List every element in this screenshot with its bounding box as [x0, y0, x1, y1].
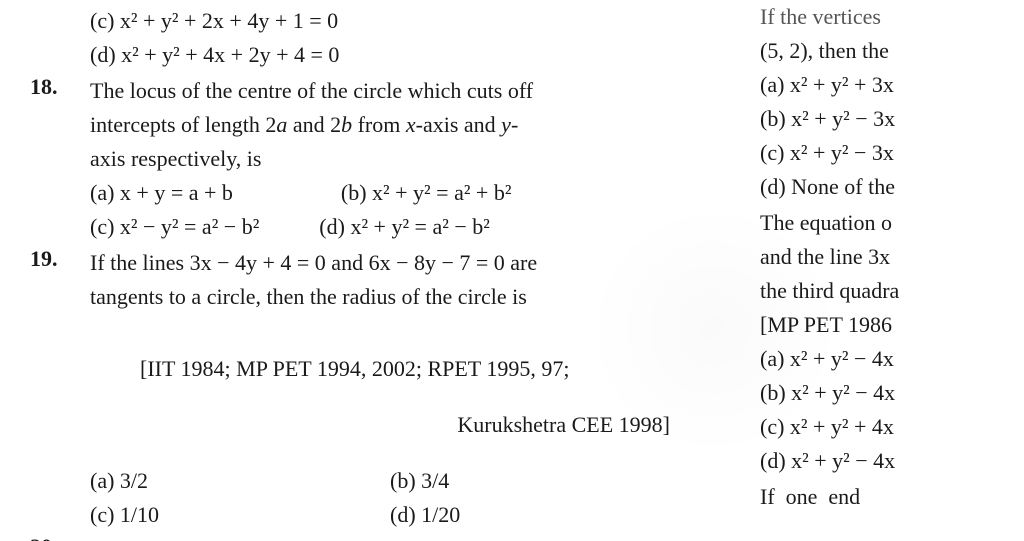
q19-option-c: (c) 1/10 — [90, 498, 330, 532]
q19-number: 19. — [30, 246, 58, 272]
q20-line1: If the radius of the circle x² + y² − 18… — [90, 534, 710, 541]
q19-options-row1: (a) 3/2 (b) 3/4 — [90, 464, 710, 498]
q26-option-d: (d) None of the — [760, 170, 1024, 204]
q18-options-row2: (c) x² − y² = a² − b² (d) x² + y² = a² −… — [90, 210, 710, 244]
q18-options-row1: (a) x + y = a + b (b) x² + y² = a² + b² — [90, 176, 710, 210]
q17-option-c: (c) x² + y² + 2x + 4y + 1 = 0 — [90, 4, 710, 38]
q27-source: [MP PET 1986 — [760, 308, 1024, 342]
q26-line1: If the vertices — [760, 0, 1024, 34]
q17-option-d: (d) x² + y² + 4x + 2y + 4 = 0 — [90, 38, 710, 72]
right-column: 26. If the vertices (5, 2), then the (a)… — [760, 0, 1024, 514]
q26-line2: (5, 2), then the — [760, 34, 1024, 68]
q28-line1: If one end — [760, 480, 1024, 514]
q18-line2: intercepts of length 2a and 2b from x-ax… — [90, 108, 710, 142]
q26-option-a: (a) x² + y² + 3x — [760, 68, 1024, 102]
q26-option-b: (b) x² + y² − 3x — [760, 102, 1024, 136]
q18-line1: The locus of the centre of the circle wh… — [90, 74, 710, 108]
page: (c) x² + y² + 2x + 4y + 1 = 0 (d) x² + y… — [0, 0, 1024, 541]
left-column: (c) x² + y² + 2x + 4y + 1 = 0 (d) x² + y… — [90, 0, 710, 541]
q27-line2: and the line 3x — [760, 240, 1024, 274]
q18-option-a: (a) x + y = a + b — [90, 176, 233, 210]
q19-line1: If the lines 3x − 4y + 4 = 0 and 6x − 8y… — [90, 246, 710, 280]
q26-option-c: (c) x² + y² − 3x — [760, 136, 1024, 170]
q27-option-b: (b) x² + y² − 4x — [760, 376, 1024, 410]
q19-options-row2: (c) 1/10 (d) 1/20 — [90, 498, 710, 532]
q18-number: 18. — [30, 74, 58, 100]
q27-option-a: (a) x² + y² − 4x — [760, 342, 1024, 376]
q19-line2: tangents to a circle, then the radius of… — [90, 280, 710, 314]
q27-option-d: (d) x² + y² − 4x — [760, 444, 1024, 478]
q27-line1: The equation o — [760, 206, 1024, 240]
q18-line3: axis respectively, is — [90, 142, 710, 176]
q19-option-b: (b) 3/4 — [390, 464, 449, 498]
q27-line3: the third quadra — [760, 274, 1024, 308]
q20-number: 20. — [30, 534, 58, 541]
q27-option-c: (c) x² + y² + 4x — [760, 410, 1024, 444]
q19-source-1: [IIT 1984; MP PET 1994, 2002; RPET 1995,… — [90, 352, 710, 386]
spacer — [90, 314, 710, 330]
q19-option-d: (d) 1/20 — [390, 498, 460, 532]
q18-option-c: (c) x² − y² = a² − b² — [90, 210, 259, 244]
q19-option-a: (a) 3/2 — [90, 464, 330, 498]
q18-option-b: (b) x² + y² = a² + b² — [341, 176, 512, 210]
q19-source-2: Kurukshetra CEE 1998] — [90, 408, 710, 442]
q18-option-d: (d) x² + y² = a² − b² — [319, 210, 490, 244]
